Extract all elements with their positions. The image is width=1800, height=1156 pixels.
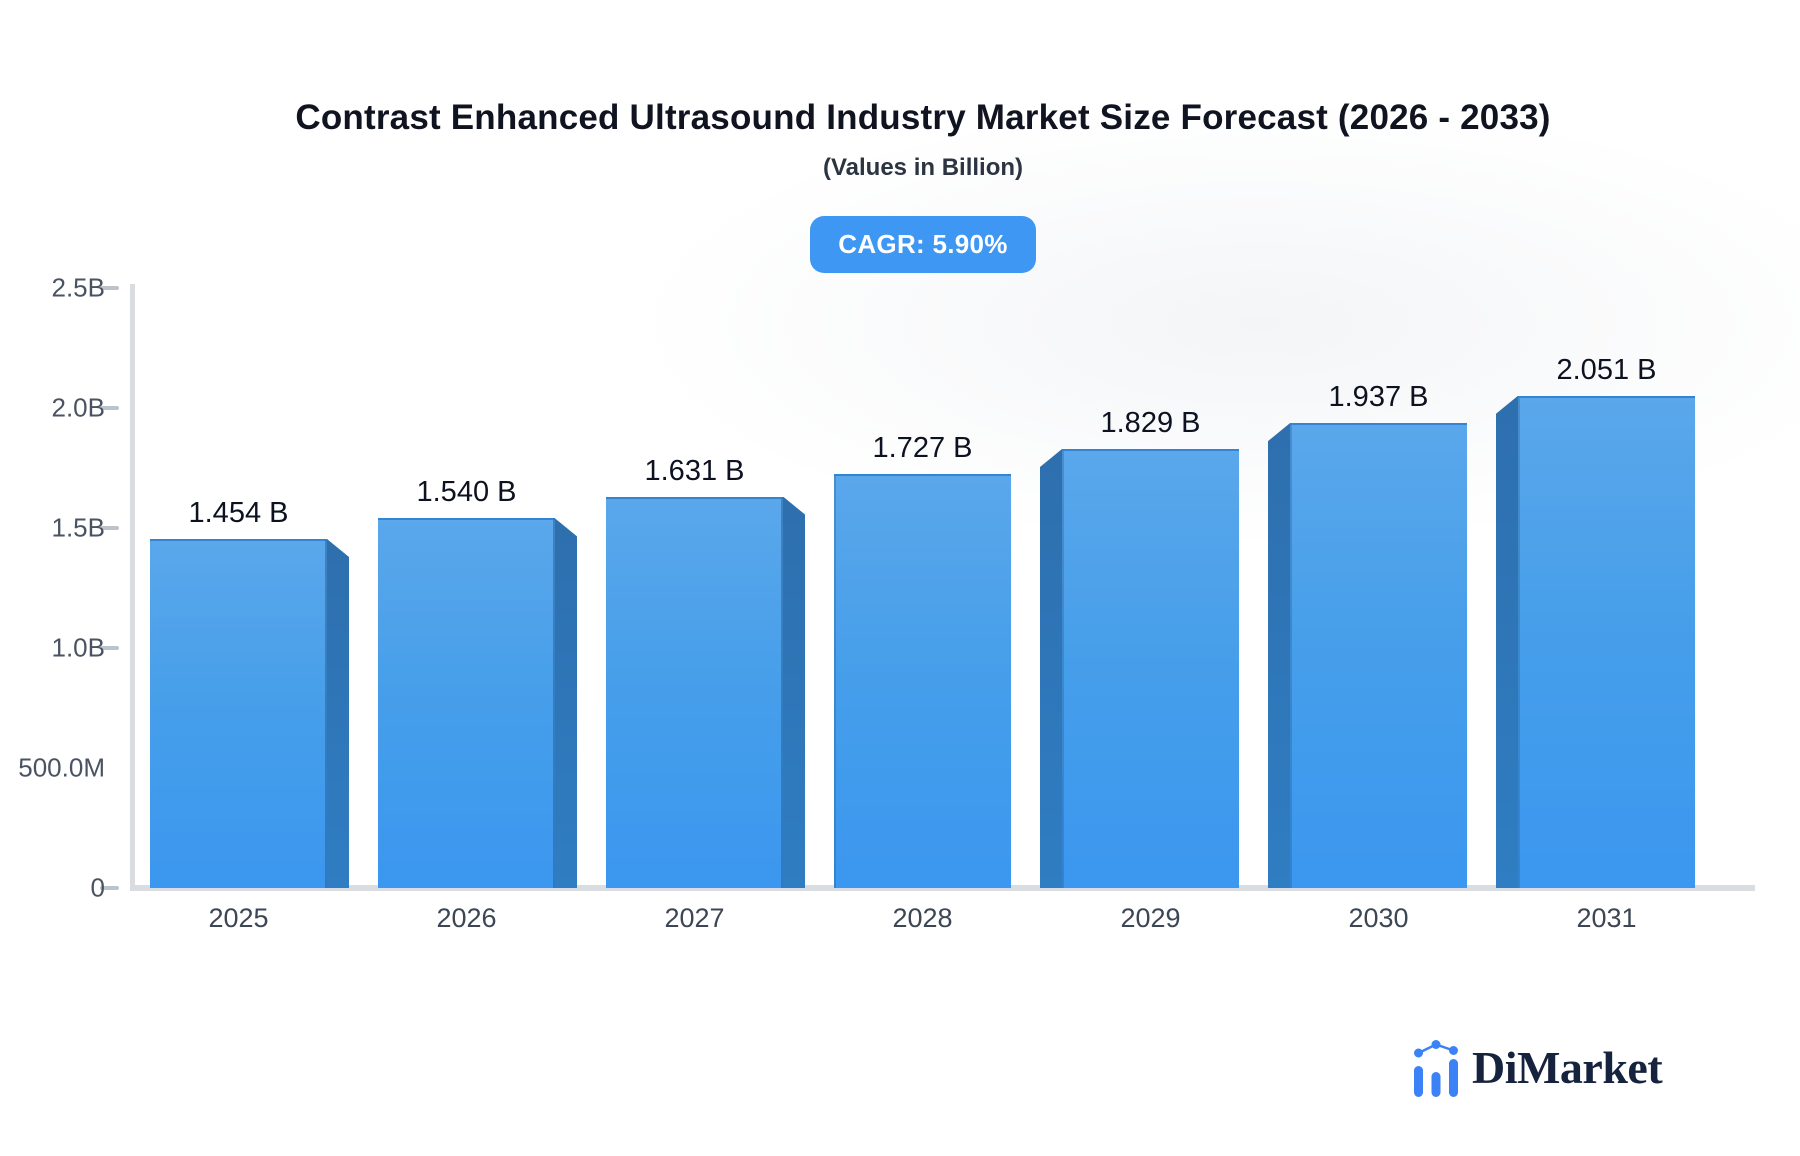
y-axis-label: 1.5B (51, 512, 106, 543)
bar-2027[interactable] (606, 496, 783, 888)
bar-value-label: 2.051 B (1556, 353, 1657, 386)
brand-logo: DiMarket (1412, 1036, 1663, 1098)
bar-2028[interactable] (834, 473, 1011, 888)
bar-2030[interactable] (1290, 423, 1467, 888)
y-tick-dash (100, 406, 119, 410)
y-axis-label: 2.5B (51, 272, 106, 303)
bar-2031[interactable] (1518, 395, 1695, 888)
x-axis-label-2030: 2030 (1348, 903, 1409, 933)
bar-2025[interactable] (150, 539, 327, 888)
cagr-badge: CAGR: 5.90% (810, 216, 1036, 273)
chart-subtitle: (Values in Billion) (822, 154, 1024, 181)
y-axis-label: 2.0B (51, 392, 106, 423)
bar-value-label: 1.454 B (188, 497, 289, 530)
y-axis-label: 500.0M (18, 752, 105, 783)
bar-value-label: 1.829 B (1100, 407, 1201, 440)
bar-side-2026 (555, 518, 577, 888)
bar-side-2030 (1268, 423, 1290, 888)
bar-value-label: 1.540 B (416, 476, 517, 509)
y-tick-dash (100, 526, 119, 530)
x-axis-label-2027: 2027 (664, 903, 725, 933)
bar-value-label: 1.727 B (872, 431, 973, 464)
bar-side-2027 (783, 496, 805, 888)
bar-side-2031 (1496, 395, 1518, 888)
x-axis-label-2029: 2029 (1120, 903, 1181, 933)
y-axis-label: 1.0B (51, 632, 106, 663)
brand-name: DiMarket (1472, 1041, 1663, 1093)
bar-side-2029 (1040, 449, 1062, 888)
bar-side-2025 (327, 539, 349, 888)
x-axis-line (130, 885, 1755, 891)
bar-value-label: 1.631 B (644, 454, 745, 487)
x-axis-label-2028: 2028 (892, 903, 953, 933)
chart-header: Contrast Enhanced Ultrasound Industry Ma… (133, 0, 1713, 273)
x-axis-label-2025: 2025 (208, 903, 269, 933)
y-tick-dash (100, 886, 119, 890)
bar-2026[interactable] (378, 518, 555, 888)
y-axis-line (130, 284, 135, 891)
y-tick-dash (100, 646, 119, 650)
x-axis-label-2031: 2031 (1576, 903, 1637, 933)
y-tick-dash (100, 286, 119, 290)
x-axis-label-2026: 2026 (436, 903, 497, 933)
bar-value-label: 1.937 B (1328, 381, 1429, 414)
bar-chart-logo-icon (1414, 1040, 1458, 1097)
bar-2029[interactable] (1062, 449, 1239, 888)
chart-title: Contrast Enhanced Ultrasound Industry Ma… (295, 98, 1551, 137)
y-axis-label: 0 (90, 872, 105, 903)
